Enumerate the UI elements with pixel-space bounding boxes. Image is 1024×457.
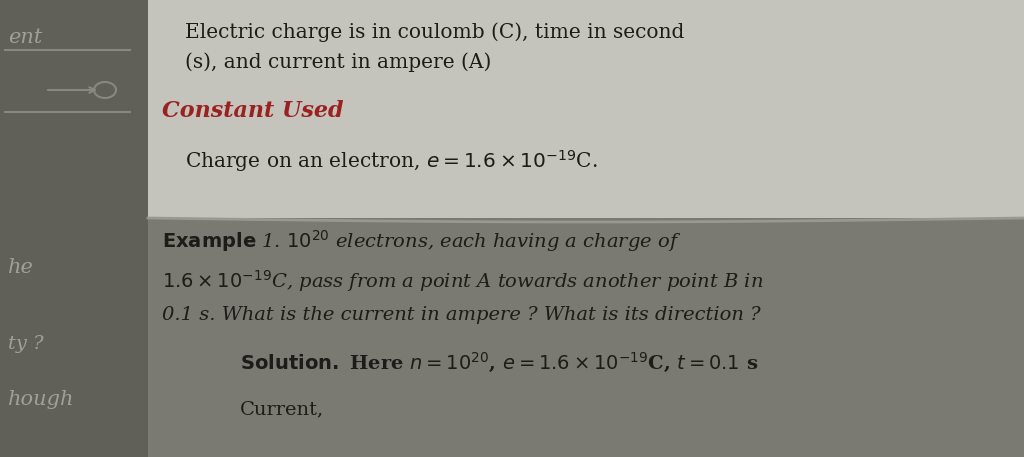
Text: ty ?: ty ? <box>8 335 44 353</box>
Text: Current,: Current, <box>240 400 325 418</box>
Bar <box>148 0 1024 218</box>
Text: $\mathbf{Solution.}$ Here $n = 10^{20}$, $e = 1.6 \times 10^{-19}$C, $t = 0.1$ s: $\mathbf{Solution.}$ Here $n = 10^{20}$,… <box>240 350 759 374</box>
Text: (s), and current in ampere (A): (s), and current in ampere (A) <box>185 52 492 72</box>
Bar <box>148 218 1024 457</box>
Bar <box>0 0 148 457</box>
Text: $\mathbf{Example}$ 1. $10^{20}$ electrons, each having a charge of: $\mathbf{Example}$ 1. $10^{20}$ electron… <box>162 228 681 254</box>
Text: ent: ent <box>8 28 42 47</box>
Text: hough: hough <box>8 390 75 409</box>
Text: Electric charge is in coulomb (C), time in second: Electric charge is in coulomb (C), time … <box>185 22 684 42</box>
Text: $1.6 \times 10^{-19}$C, pass from a point A towards another point B in: $1.6 \times 10^{-19}$C, pass from a poin… <box>162 268 763 294</box>
Text: Charge on an electron, $e = 1.6 \times 10^{-19}$C.: Charge on an electron, $e = 1.6 \times 1… <box>185 148 598 174</box>
Text: 0.1 s. What is the current in ampere ? What is its direction ?: 0.1 s. What is the current in ampere ? W… <box>162 306 761 324</box>
Text: Constant Used: Constant Used <box>162 100 343 122</box>
Text: he: he <box>8 258 34 277</box>
